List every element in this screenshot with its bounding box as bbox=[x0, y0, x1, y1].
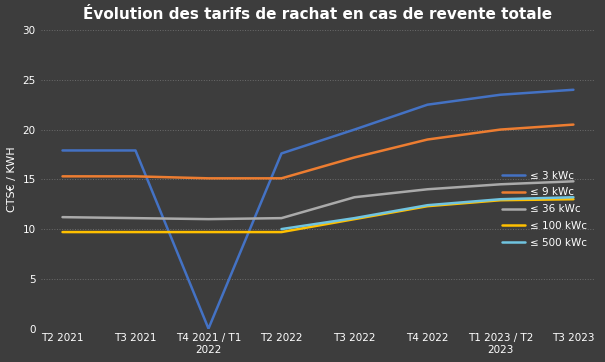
≤ 36 kWc bbox=[278, 216, 285, 220]
≤ 36 kWc bbox=[424, 187, 431, 191]
≤ 3 kWc bbox=[570, 88, 577, 92]
Line: ≤ 500 kWc: ≤ 500 kWc bbox=[281, 197, 574, 229]
≤ 500 kWc bbox=[278, 227, 285, 231]
≤ 100 kWc bbox=[497, 198, 504, 202]
Line: ≤ 100 kWc: ≤ 100 kWc bbox=[62, 199, 574, 232]
≤ 9 kWc bbox=[497, 127, 504, 132]
≤ 3 kWc bbox=[351, 127, 358, 132]
≤ 36 kWc bbox=[59, 215, 66, 219]
Line: ≤ 3 kWc: ≤ 3 kWc bbox=[62, 90, 574, 329]
≤ 3 kWc bbox=[424, 102, 431, 107]
Legend: ≤ 3 kWc, ≤ 9 kWc, ≤ 36 kWc, ≤ 100 kWc, ≤ 500 kWc: ≤ 3 kWc, ≤ 9 kWc, ≤ 36 kWc, ≤ 100 kWc, ≤… bbox=[499, 168, 590, 251]
≤ 3 kWc bbox=[497, 93, 504, 97]
≤ 36 kWc bbox=[570, 179, 577, 184]
≤ 100 kWc bbox=[132, 230, 139, 234]
≤ 36 kWc bbox=[497, 182, 504, 186]
≤ 9 kWc bbox=[570, 122, 577, 127]
≤ 100 kWc bbox=[278, 230, 285, 234]
≤ 9 kWc bbox=[132, 174, 139, 178]
≤ 100 kWc bbox=[351, 217, 358, 221]
≤ 3 kWc bbox=[205, 327, 212, 331]
≤ 9 kWc bbox=[351, 155, 358, 160]
Y-axis label: CTS€ / KWH: CTS€ / KWH bbox=[7, 147, 17, 212]
≤ 36 kWc bbox=[205, 217, 212, 221]
≤ 500 kWc bbox=[497, 197, 504, 201]
≤ 100 kWc bbox=[570, 197, 577, 201]
≤ 9 kWc bbox=[59, 174, 66, 178]
≤ 9 kWc bbox=[205, 176, 212, 181]
≤ 100 kWc bbox=[424, 204, 431, 209]
≤ 500 kWc bbox=[570, 195, 577, 199]
Title: Évolution des tarifs de rachat en cas de revente totale: Évolution des tarifs de rachat en cas de… bbox=[83, 7, 552, 22]
≤ 100 kWc bbox=[205, 230, 212, 234]
≤ 9 kWc bbox=[424, 137, 431, 142]
≤ 36 kWc bbox=[351, 195, 358, 199]
Line: ≤ 36 kWc: ≤ 36 kWc bbox=[62, 181, 574, 219]
≤ 500 kWc bbox=[351, 216, 358, 220]
≤ 3 kWc bbox=[278, 151, 285, 156]
≤ 500 kWc bbox=[424, 203, 431, 207]
≤ 3 kWc bbox=[59, 148, 66, 153]
≤ 36 kWc bbox=[132, 216, 139, 220]
≤ 9 kWc bbox=[278, 176, 285, 181]
Line: ≤ 9 kWc: ≤ 9 kWc bbox=[62, 125, 574, 178]
≤ 100 kWc bbox=[59, 230, 66, 234]
≤ 3 kWc bbox=[132, 148, 139, 153]
